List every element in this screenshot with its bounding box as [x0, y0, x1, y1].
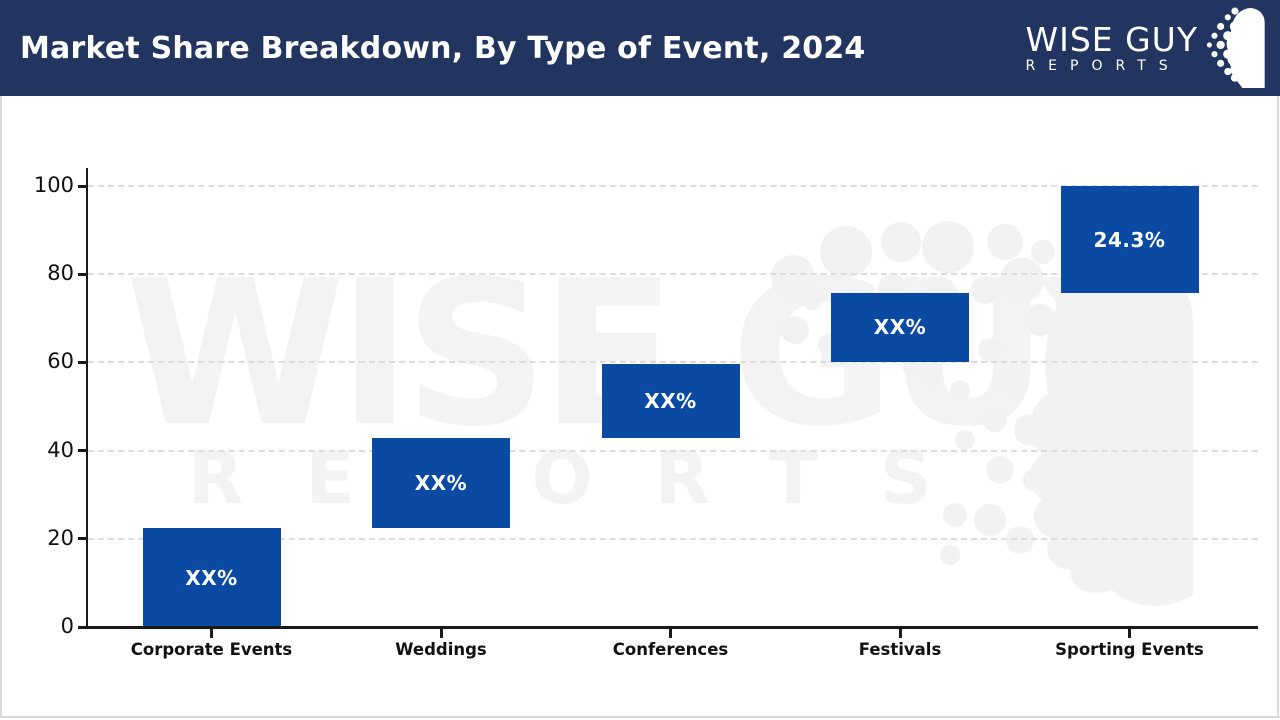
y-tick-mark [78, 625, 88, 629]
category-label: Festivals [858, 640, 942, 659]
y-tick-mark [78, 360, 88, 364]
category-label: Conferences [612, 640, 729, 659]
logo-wordmark: WISE GUY [1025, 20, 1198, 59]
category-label: Weddings [395, 640, 487, 659]
y-gridline [88, 537, 1258, 540]
x-axis-line [85, 625, 1258, 629]
bar-segment: 24.3% [1060, 186, 1199, 294]
y-tick-label: 0 [60, 614, 74, 638]
bar-value-label: XX% [185, 565, 238, 590]
category-label: Sporting Events [1055, 640, 1204, 659]
x-tick-mark [1128, 629, 1131, 638]
logo-head-icon [1206, 7, 1265, 88]
x-tick-mark [210, 629, 213, 638]
bar-segment: XX% [372, 438, 510, 529]
bar-segment: XX% [601, 364, 740, 439]
y-tick-label: 20 [47, 525, 74, 550]
category-label: Corporate Events [130, 640, 293, 659]
y-gridline [88, 273, 1258, 276]
x-tick-mark [439, 629, 443, 638]
y-tick-label: 80 [47, 261, 74, 286]
watermark-text-reports: REPORTS [188, 436, 994, 520]
y-tick-label: 100 [33, 173, 74, 197]
y-gridline [88, 185, 1258, 187]
y-tick-label: 40 [47, 437, 74, 462]
page-title: Market Share Breakdown, By Type of Event… [20, 30, 866, 66]
y-tick-mark [78, 537, 88, 541]
frame-border-right [1277, 96, 1279, 717]
frame-border-left [0, 96, 2, 717]
brand-logo: WISE GUY REPORTS [1025, 0, 1268, 96]
x-tick-mark [669, 629, 672, 638]
y-tick-mark [78, 184, 88, 188]
y-tick-label: 60 [47, 349, 74, 374]
y-tick-mark [78, 449, 88, 453]
frame-border-bottom [0, 716, 1280, 718]
x-tick-mark [898, 629, 902, 638]
bar-segment: XX% [831, 293, 969, 362]
bar-value-label: XX% [873, 315, 927, 340]
y-axis-line [85, 168, 88, 628]
y-tick-mark [78, 272, 88, 276]
header-bar: Market Share Breakdown, By Type of Event… [0, 0, 1280, 96]
bar-value-label: XX% [644, 389, 697, 414]
bar-value-label: 24.3% [1093, 227, 1166, 252]
bar-segment: XX% [142, 528, 281, 627]
y-gridline [88, 449, 1258, 452]
logo-subtitle: REPORTS [1025, 58, 1181, 74]
bar-value-label: XX% [414, 471, 468, 496]
y-gridline [88, 361, 1258, 364]
